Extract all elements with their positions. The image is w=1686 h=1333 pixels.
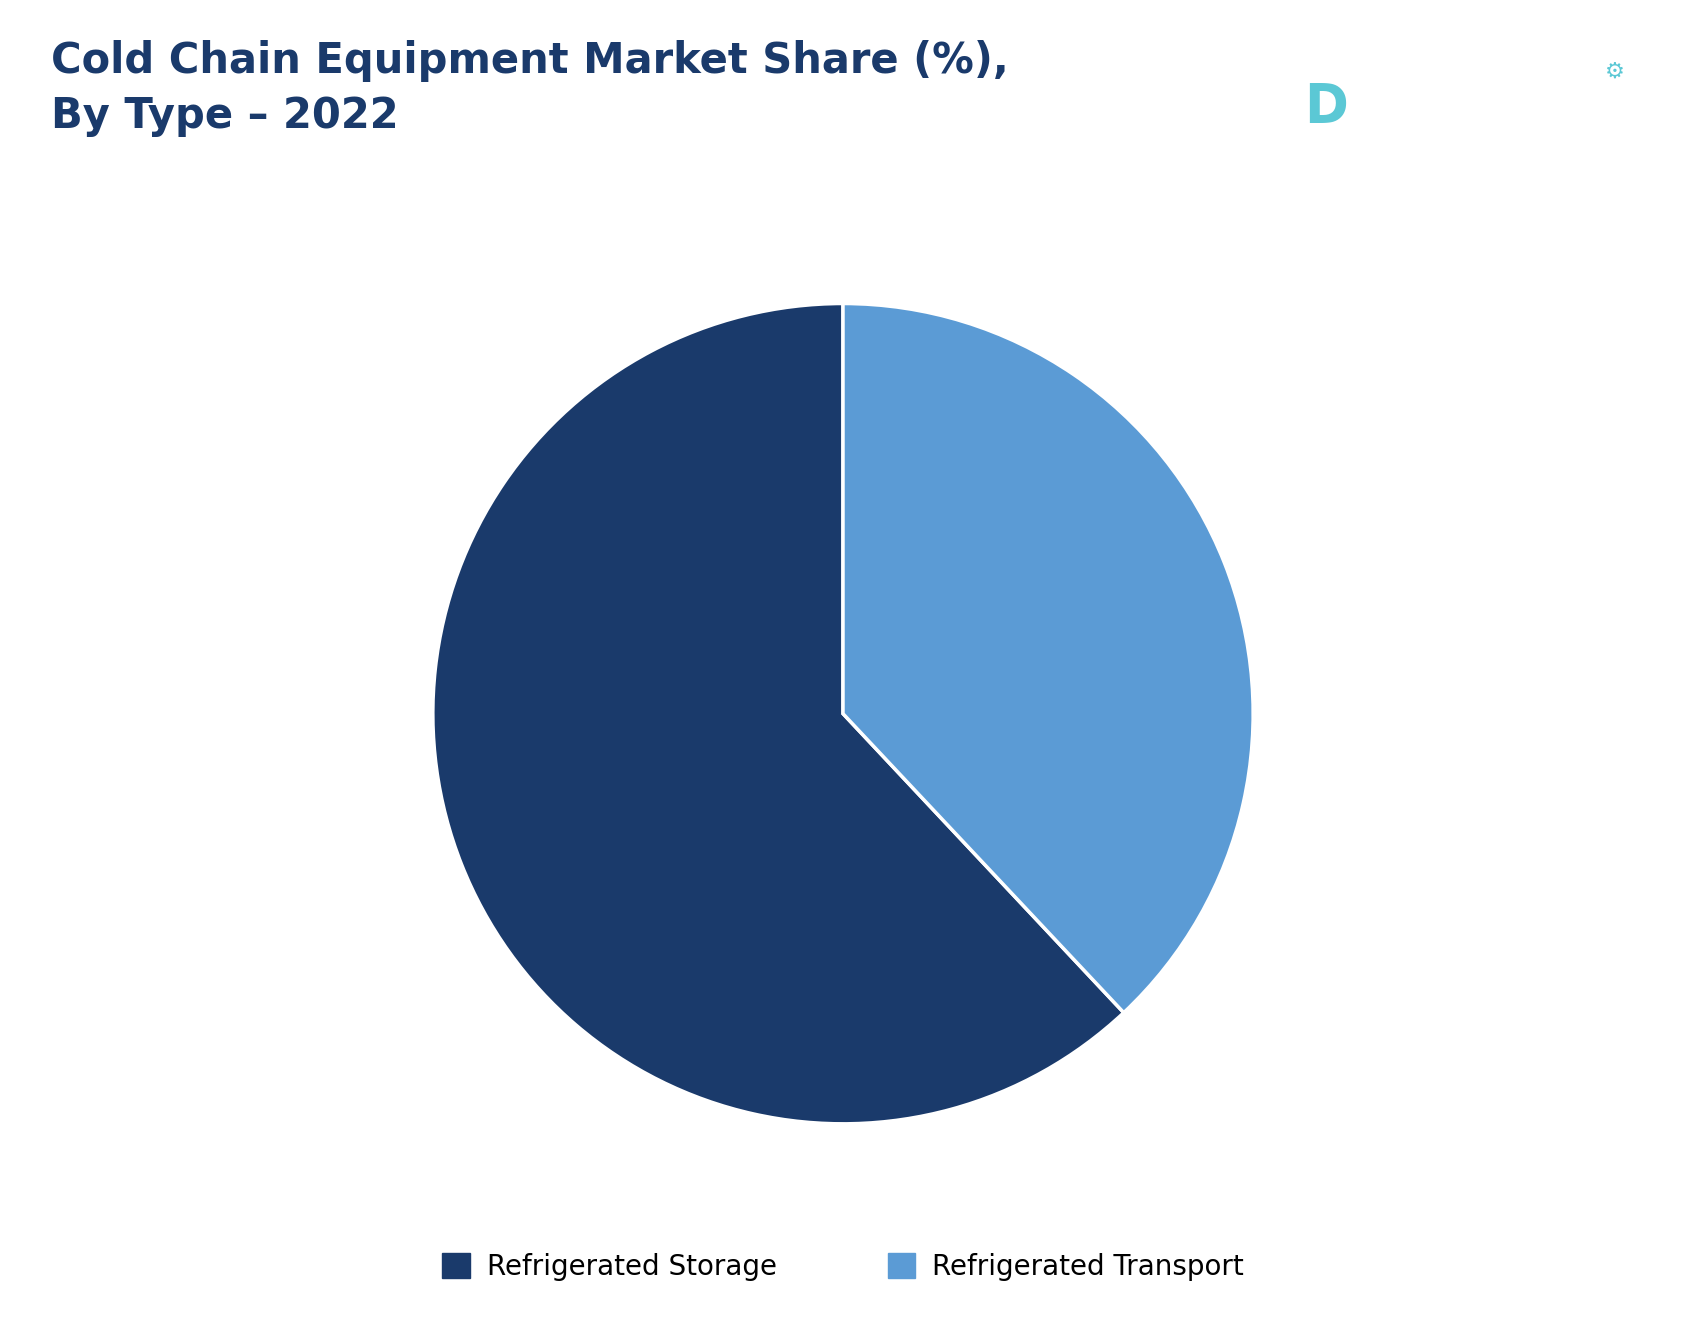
Text: D: D bbox=[1303, 80, 1347, 133]
Legend: Refrigerated Storage, Refrigerated Transport: Refrigerated Storage, Refrigerated Trans… bbox=[432, 1242, 1254, 1293]
Wedge shape bbox=[843, 304, 1253, 1013]
Wedge shape bbox=[433, 304, 1125, 1124]
Text: ⚙: ⚙ bbox=[1605, 61, 1625, 81]
Text: Cold Chain Equipment Market Share (%),
By Type – 2022: Cold Chain Equipment Market Share (%), B… bbox=[51, 40, 1008, 137]
Text: R: R bbox=[1514, 80, 1554, 133]
Text: H: H bbox=[1415, 80, 1460, 133]
